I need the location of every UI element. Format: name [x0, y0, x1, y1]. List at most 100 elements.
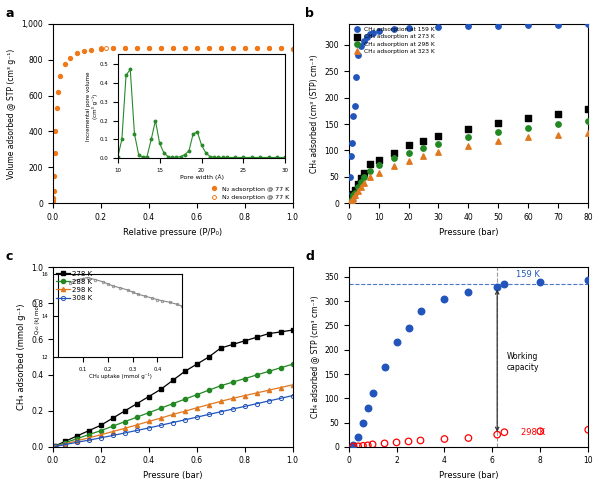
N₂ adsorption @ 77 K	[181, 45, 188, 51]
288 K	[85, 431, 92, 437]
N₂ desorption @ 77 K	[289, 46, 296, 52]
298 K	[157, 415, 164, 421]
N₂ adsorption @ 77 K	[50, 173, 58, 179]
CH₄ adsorption at 323 K	[345, 199, 355, 206]
N₂ adsorption @ 77 K	[229, 45, 236, 51]
Point	[536, 278, 545, 286]
N₂ desorption @ 77 K	[97, 45, 104, 51]
CH₄ adsorption at 298 K	[404, 149, 413, 157]
N₂ desorption @ 77 K	[265, 45, 272, 51]
308 K	[157, 422, 164, 428]
Point	[404, 437, 413, 445]
CH₄ adsorption at 323 K	[524, 133, 533, 141]
CH₄ adsorption at 159 K	[583, 20, 593, 28]
CH₄ adsorption at 273 K	[346, 198, 355, 206]
Line: N₂ adsorption @ 77 K: N₂ adsorption @ 77 K	[51, 46, 295, 204]
CH₄ adsorption at 159 K	[434, 23, 443, 31]
CH₄ adsorption at 159 K	[464, 22, 473, 30]
288 K	[133, 414, 140, 420]
Text: Working
capacity: Working capacity	[507, 352, 539, 372]
Legend: 278 K, 288 K, 298 K, 308 K: 278 K, 288 K, 298 K, 308 K	[56, 271, 92, 301]
298 K	[145, 418, 152, 424]
CH₄ adsorption at 323 K	[494, 137, 503, 145]
X-axis label: Pressure (bar): Pressure (bar)	[439, 471, 498, 480]
288 K	[253, 372, 260, 378]
308 K	[145, 425, 152, 431]
308 K	[193, 414, 200, 420]
Line: 278 K: 278 K	[53, 328, 295, 448]
CH₄ adsorption at 159 K	[553, 21, 563, 29]
298 K	[277, 385, 284, 391]
Point	[358, 442, 368, 450]
N₂ adsorption @ 77 K	[50, 195, 57, 201]
CH₄ adsorption at 273 K	[434, 132, 443, 140]
CH₄ adsorption at 298 K	[350, 189, 359, 197]
CH₄ adsorption at 298 K	[347, 195, 356, 203]
CH₄ adsorption at 323 K	[389, 163, 398, 170]
CH₄ adsorption at 298 K	[345, 199, 355, 206]
288 K	[169, 401, 176, 407]
Y-axis label: CH₄ adsorbed (cm³ (STP) cm⁻³): CH₄ adsorbed (cm³ (STP) cm⁻³)	[310, 54, 319, 173]
Point	[392, 338, 401, 346]
288 K	[121, 419, 128, 425]
Y-axis label: CH₄ adsorbed @ STP (cm³ cm⁻³): CH₄ adsorbed @ STP (cm³ cm⁻³)	[310, 296, 319, 418]
278 K	[229, 341, 236, 347]
CH₄ adsorption at 323 K	[356, 184, 365, 191]
308 K	[217, 409, 224, 415]
N₂ desorption @ 77 K	[205, 45, 212, 51]
CH₄ adsorption at 273 K	[350, 186, 359, 194]
Point	[392, 438, 401, 446]
Line: 298 K: 298 K	[53, 383, 295, 449]
288 K	[97, 428, 104, 433]
CH₄ adsorption at 273 K	[346, 196, 356, 204]
N₂ adsorption @ 77 K	[133, 45, 140, 51]
CH₄ adsorption at 159 K	[350, 102, 359, 110]
Point	[368, 440, 377, 448]
278 K	[145, 393, 152, 399]
Point	[363, 441, 373, 449]
Point	[349, 443, 358, 450]
Text: 159 K: 159 K	[517, 270, 540, 279]
N₂ desorption @ 77 K	[277, 45, 284, 51]
298 K	[253, 390, 260, 396]
N₂ adsorption @ 77 K	[253, 45, 260, 51]
N₂ adsorption @ 77 K	[277, 45, 284, 51]
CH₄ adsorption at 273 K	[345, 199, 355, 206]
CH₄ adsorption at 273 K	[553, 110, 563, 117]
298 K	[265, 387, 272, 393]
288 K	[52, 443, 59, 449]
N₂ desorption @ 77 K	[109, 45, 116, 51]
CH₄ adsorption at 323 K	[374, 169, 383, 177]
Point	[416, 307, 425, 315]
308 K	[52, 444, 59, 450]
Point	[493, 431, 502, 439]
Point	[500, 281, 509, 288]
CH₄ adsorption at 298 K	[353, 184, 362, 191]
CH₄ adsorption at 159 K	[344, 198, 354, 206]
CH₄ adsorption at 323 K	[346, 198, 356, 206]
288 K	[205, 387, 212, 393]
288 K	[157, 405, 164, 411]
CH₄ adsorption at 273 K	[524, 114, 533, 122]
N₂ desorption @ 77 K	[217, 45, 224, 51]
CH₄ adsorption at 298 K	[349, 191, 358, 199]
N₂ desorption @ 77 K	[181, 45, 188, 51]
CH₄ adsorption at 273 K	[389, 149, 398, 157]
N₂ adsorption @ 77 K	[193, 45, 200, 51]
CH₄ adsorption at 323 K	[434, 148, 443, 155]
CH₄ adsorption at 159 K	[349, 112, 358, 120]
CH₄ adsorption at 159 K	[353, 52, 362, 59]
298 K	[133, 422, 140, 428]
N₂ adsorption @ 77 K	[52, 129, 59, 134]
N₂ desorption @ 77 K	[229, 45, 236, 51]
N₂ adsorption @ 77 K	[121, 45, 128, 51]
CH₄ adsorption at 323 K	[349, 194, 358, 202]
Point	[440, 295, 449, 303]
CH₄ adsorption at 159 K	[389, 25, 398, 33]
N₂ desorption @ 77 K	[241, 45, 248, 51]
Point	[404, 324, 413, 332]
N₂ desorption @ 77 K	[157, 45, 164, 51]
CH₄ adsorption at 159 K	[494, 22, 503, 30]
288 K	[277, 365, 284, 371]
308 K	[133, 428, 140, 433]
